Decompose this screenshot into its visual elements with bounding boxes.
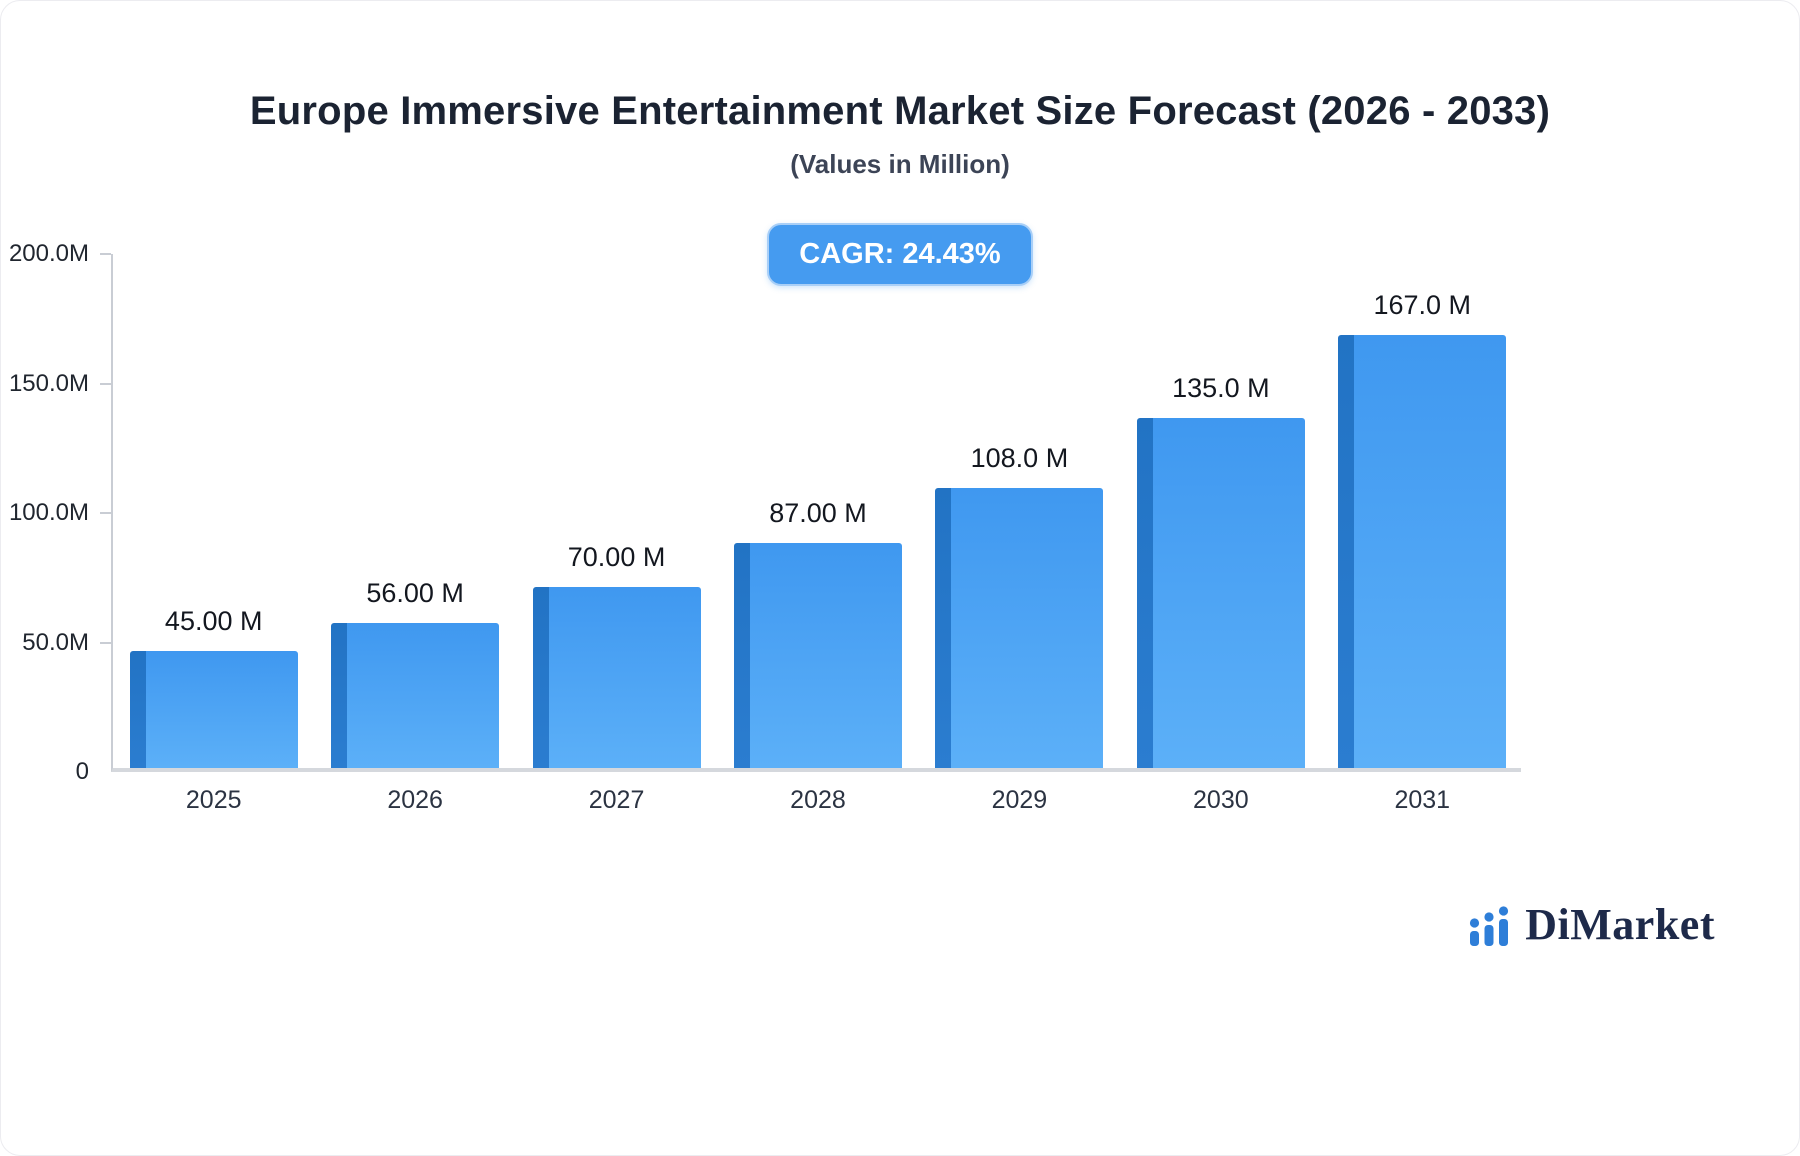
bar-group-2029: 108.0 M [919,254,1120,768]
cagr-badge: CAGR: 24.43% [767,223,1033,286]
bar-face [1354,335,1507,768]
y-axis-tick-label: 100.0M [8,499,89,526]
bar-2029 [935,488,1104,768]
x-axis-label-2027: 2027 [588,786,645,814]
cagr-badge-wrap: CAGR: 24.43% [1,223,1799,286]
bar-value-label-2030: 135.0 M [1172,373,1270,403]
bar-face [1152,418,1305,768]
chart-title: Europe Immersive Entertainment Market Si… [249,89,1551,133]
bar-value-label-2028: 87.00 M [769,498,867,528]
y-axis-tick-mark [100,382,111,385]
bar-side-shadow [1136,418,1153,768]
dimarket-logo-icon [1465,901,1513,949]
bar-2030 [1136,418,1305,768]
y-axis-tick-label: 50.0M [22,628,89,656]
bar-group-2025: 45.00 M [113,254,314,768]
bar-face [749,543,902,768]
bar-value-label-2025: 45.00 M [164,606,263,636]
chart-subtitle: (Values in Million) [790,149,1010,179]
bar-face [347,623,500,768]
brand-logo: DiMarket [1465,899,1715,950]
bar-value-label-2031: 167.0 M [1373,290,1472,320]
bar-2026 [331,623,500,768]
bar-group-2027: 70.00 M [516,254,717,768]
y-axis: 200.0M 150.0M 100.0M 50.0M 0 [1,240,111,785]
bar-face [951,488,1104,768]
y-axis-tick-label: 200.0M [8,240,89,267]
y-axis-tick-mark [100,253,111,255]
bar-2031 [1338,335,1507,768]
bar-2025 [129,651,298,768]
bar-side-shadow [129,651,146,768]
y-axis-tick-label: 150.0M [8,369,89,397]
x-axis-label-2025: 2025 [185,786,242,814]
y-axis-tick-mark [100,641,111,644]
bar-group-2028: 87.00 M [717,254,918,768]
bar-side-shadow [733,543,750,768]
x-axis-label-2028: 2028 [790,786,846,814]
y-axis-tick-mark [100,512,111,514]
bar-group-2026: 56.00 M [314,254,515,768]
x-axis-label-2026: 2026 [387,786,443,814]
bar-group-2031: 167.0 M [1322,254,1523,768]
bar-face [145,651,298,768]
bar-value-label-2026: 56.00 M [366,578,464,608]
x-axis-label-2029: 2029 [991,786,1048,814]
bar-side-shadow [1338,335,1355,768]
bar-value-label-2029: 108.0 M [970,443,1069,473]
x-axis-label-2030: 2030 [1193,786,1249,814]
bar-side-shadow [331,623,348,768]
plot-area: 45.00 M 2025 56.00 M 2026 70.00 M 2027 87.00 M… [111,254,1523,814]
brand-logo-text: DiMarket [1525,900,1715,949]
bar-face [548,587,701,768]
bar-2027 [532,587,701,768]
y-axis-tick-label: 0 [75,758,89,785]
bar-side-shadow [935,488,952,768]
bar-value-label-2027: 70.00 M [567,542,666,572]
bar-2028 [733,543,902,768]
bar-side-shadow [532,587,549,768]
x-axis-label-2031: 2031 [1394,786,1451,814]
bar-group-2030: 135.0 M [1120,254,1321,768]
